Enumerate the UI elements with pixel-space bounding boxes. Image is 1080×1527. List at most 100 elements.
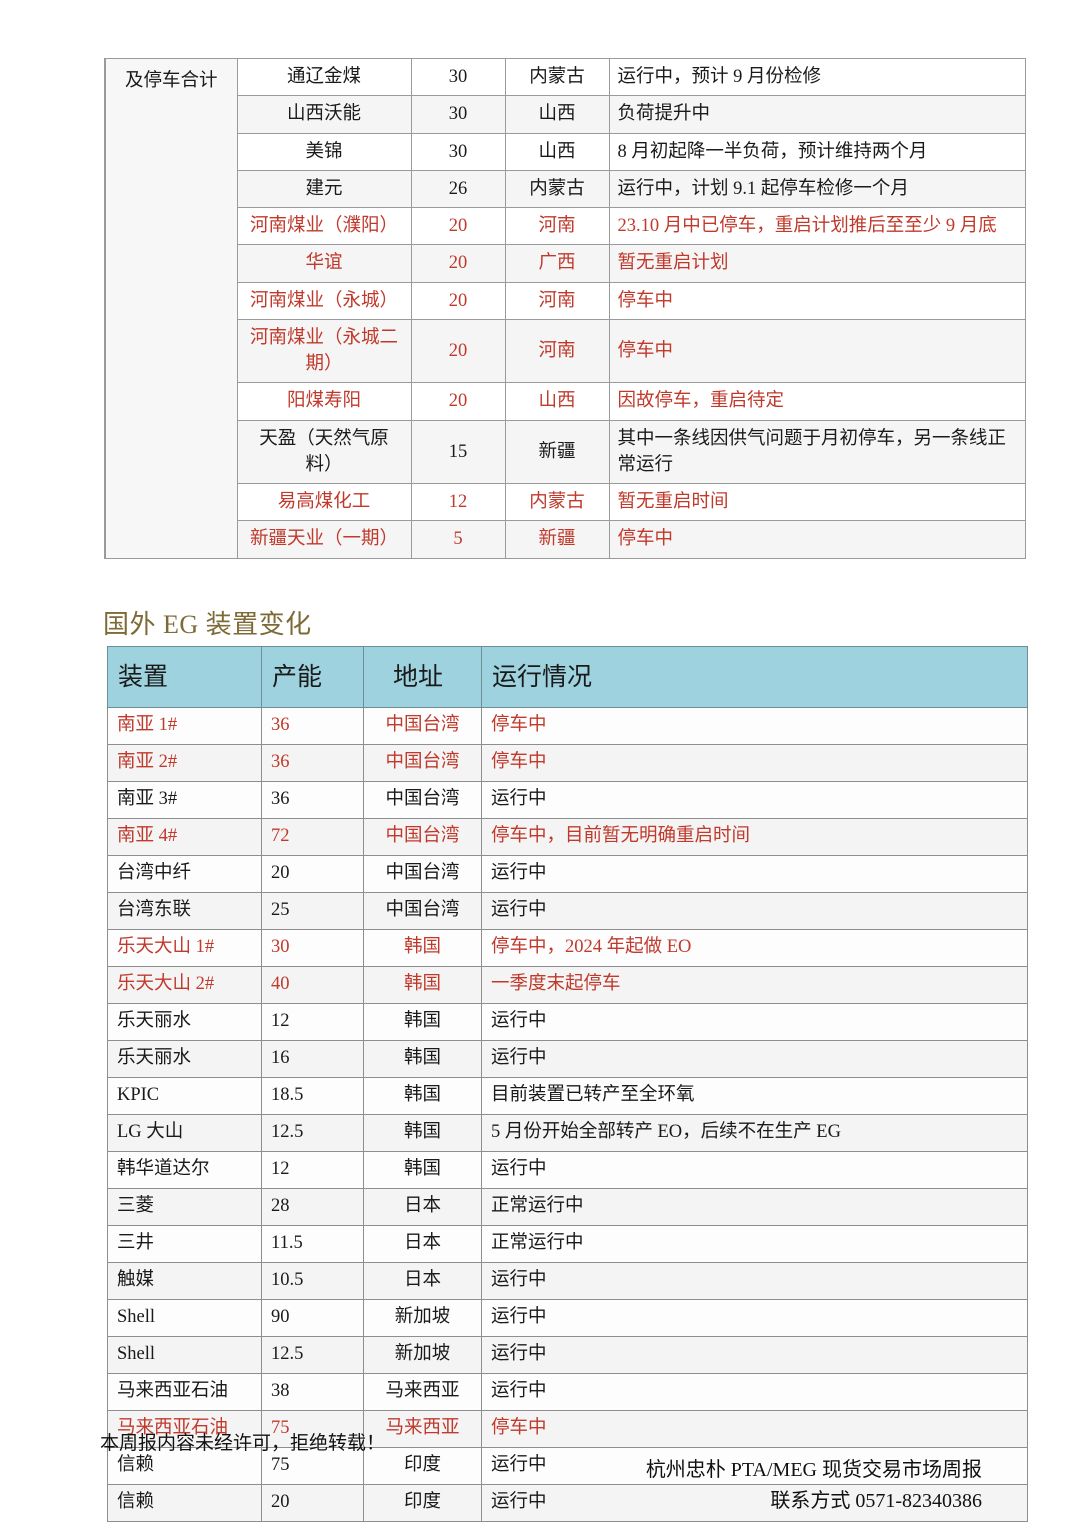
cell-unit: 韩华道达尔 bbox=[107, 1151, 262, 1189]
overseas-eg-table: 装置 产能 地址 运行情况 南亚 1# 36 中国台湾 停车中 南亚 2# 36 中国台湾停… bbox=[107, 646, 1028, 1522]
cell-location: 中国台湾 bbox=[363, 744, 482, 782]
cell-unit: 乐天丽水 bbox=[107, 1040, 262, 1078]
cell-capacity: 12 bbox=[410, 483, 506, 522]
cell-status: 运行中 bbox=[481, 1262, 1028, 1300]
overseas-eg-table-wrapper: 装置 产能 地址 运行情况 南亚 1# 36 中国台湾 停车中 南亚 2# 36 中国台湾停… bbox=[107, 646, 1028, 1522]
cell-location: 新加坡 bbox=[363, 1299, 482, 1337]
cell-location: 广西 bbox=[504, 244, 610, 283]
cell-capacity: 26 bbox=[410, 169, 506, 209]
cell-status: 其中一条线因供气问题于月初停车，另一条线正常运行 bbox=[608, 419, 1026, 485]
cell-location: 韩国 bbox=[363, 1077, 482, 1115]
cell-location: 中国台湾 bbox=[363, 818, 482, 856]
cell-unit: 建元 bbox=[236, 169, 412, 209]
section-title-overseas-eg: 国外 EG 装置变化 bbox=[103, 610, 312, 639]
cell-capacity: 12.5 bbox=[261, 1114, 364, 1152]
cell-location: 中国台湾 bbox=[363, 781, 482, 819]
cell-capacity: 30 bbox=[410, 132, 506, 171]
cell-status: 23.10 月中已停车，重启计划推后至至少 9 月底 bbox=[608, 207, 1026, 246]
cell-unit: 华谊 bbox=[236, 244, 412, 283]
table-row: 乐天大山 2# 40 韩国 一季度末起停车 bbox=[107, 966, 1028, 1004]
copyright-notice: 本周报内容未经许可，拒绝转载！ bbox=[100, 1433, 386, 1454]
cell-status: 运行中 bbox=[481, 1151, 1028, 1189]
table-row: 及停车合计 通辽金煤 30 内蒙古 运行中，预计 9 月份检修 bbox=[104, 57, 1026, 559]
cell-unit: 河南煤业（永城二期） bbox=[236, 318, 412, 384]
cell-status: 运行中 bbox=[481, 1484, 1028, 1522]
cell-status: 停车中 bbox=[608, 281, 1026, 320]
cell-capacity: 15 bbox=[410, 419, 506, 485]
cell-location: 韩国 bbox=[363, 1114, 482, 1152]
cell-capacity: 75 bbox=[261, 1447, 364, 1485]
cell-location: 山西 bbox=[504, 132, 610, 171]
row-group-label: 及停车合计 bbox=[104, 58, 238, 559]
cell-status: 停车中 bbox=[608, 318, 1026, 384]
table-row: 韩华道达尔 12 韩国 运行中 bbox=[107, 1151, 1028, 1189]
cell-unit: 台湾东联 bbox=[107, 892, 262, 930]
table-row: LG 大山 12.5 韩国 5 月份开始全部转产 EO，后续不在生产 EG bbox=[107, 1114, 1028, 1152]
cell-capacity: 28 bbox=[261, 1188, 364, 1226]
table-row: 华谊 20 广西 暂无重启计划 bbox=[105, 244, 1026, 283]
cell-capacity: 20 bbox=[410, 382, 506, 421]
table-row: 信赖 20 印度 运行中 bbox=[107, 1484, 1028, 1522]
table-row: 乐天丽水 12 韩国 运行中 bbox=[107, 1003, 1028, 1041]
cell-unit: 易高煤化工 bbox=[236, 483, 412, 522]
cell-location: 中国台湾 bbox=[363, 707, 482, 745]
cell-unit: 南亚 4# bbox=[107, 818, 262, 856]
cell-location: 新疆 bbox=[504, 419, 610, 485]
cell-location: 山西 bbox=[504, 95, 610, 134]
cell-capacity: 30 bbox=[410, 95, 506, 134]
table-row: 新疆天业（一期） 5 新疆 停车中 bbox=[105, 520, 1026, 559]
cell-location: 山西 bbox=[504, 382, 610, 421]
cell-unit: KPIC bbox=[107, 1077, 262, 1115]
cell-unit: 通辽金煤 bbox=[236, 57, 412, 97]
column-header-capacity: 产能 bbox=[261, 646, 364, 708]
cell-location: 内蒙古 bbox=[504, 169, 610, 209]
cell-capacity: 20 bbox=[410, 281, 506, 320]
cell-unit: 乐天大山 2# bbox=[107, 966, 262, 1004]
cell-unit: 南亚 3# bbox=[107, 781, 262, 819]
table-row: 三菱 28 日本 正常运行中 bbox=[107, 1188, 1028, 1226]
cell-unit: 乐天大山 1# bbox=[107, 929, 262, 967]
cell-capacity: 72 bbox=[261, 818, 364, 856]
cell-status: 停车中 bbox=[481, 707, 1028, 745]
cell-status: 暂无重启时间 bbox=[608, 483, 1026, 522]
cell-unit: 乐天丽水 bbox=[107, 1003, 262, 1041]
cell-unit: Shell bbox=[107, 1299, 262, 1337]
domestic-eg-table-wrapper: 及停车合计 通辽金煤 30 内蒙古 运行中，预计 9 月份检修 山西沃能 30 山西 负荷提升中… bbox=[104, 57, 1026, 559]
table-row: 南亚 1# 36 中国台湾 停车中 bbox=[107, 707, 1028, 745]
cell-location: 内蒙古 bbox=[504, 57, 610, 97]
cell-location: 新加坡 bbox=[363, 1336, 482, 1374]
cell-capacity: 90 bbox=[261, 1299, 364, 1337]
cell-location: 内蒙古 bbox=[504, 483, 610, 522]
cell-location: 马来西亚 bbox=[363, 1373, 482, 1411]
cell-status: 停车中 bbox=[608, 520, 1026, 559]
table-row: 乐天丽水 16 韩国 运行中 bbox=[107, 1040, 1028, 1078]
cell-status: 一季度末起停车 bbox=[481, 966, 1028, 1004]
cell-location: 韩国 bbox=[363, 966, 482, 1004]
table-row: 马来西亚石油 75 马来西亚 停车中 bbox=[107, 1410, 1028, 1448]
domestic-eg-table: 及停车合计 通辽金煤 30 内蒙古 运行中，预计 9 月份检修 山西沃能 30 山西 负荷提升中… bbox=[104, 57, 1026, 559]
footer-publisher-block: 杭州忠朴 PTA/MEG 现货交易市场周报 联系方式 0571-82340386 bbox=[646, 1455, 982, 1517]
cell-unit: Shell bbox=[107, 1336, 262, 1374]
cell-status: 暂无重启计划 bbox=[608, 244, 1026, 283]
column-header-location: 地址 bbox=[363, 646, 482, 708]
cell-location: 河南 bbox=[504, 207, 610, 246]
table-row: 台湾中纤 20 中国台湾 运行中 bbox=[107, 855, 1028, 893]
cell-unit: 三井 bbox=[107, 1225, 262, 1263]
cell-status: 负荷提升中 bbox=[608, 95, 1026, 134]
cell-location: 日本 bbox=[363, 1188, 482, 1226]
cell-capacity: 16 bbox=[261, 1040, 364, 1078]
cell-unit: 信赖 bbox=[107, 1447, 262, 1485]
cell-capacity: 30 bbox=[261, 929, 364, 967]
cell-unit: 山西沃能 bbox=[236, 95, 412, 134]
cell-capacity: 12 bbox=[261, 1003, 364, 1041]
table-row: 建元 26 内蒙古 运行中，计划 9.1 起停车检修一个月 bbox=[105, 169, 1026, 209]
cell-status: 5 月份开始全部转产 EO，后续不在生产 EG bbox=[481, 1114, 1028, 1152]
cell-location: 韩国 bbox=[363, 1151, 482, 1189]
cell-status: 运行中 bbox=[481, 1447, 1028, 1485]
cell-status: 正常运行中 bbox=[481, 1225, 1028, 1263]
cell-unit: 阳煤寿阳 bbox=[236, 382, 412, 421]
cell-status: 运行中 bbox=[481, 781, 1028, 819]
table-row: KPIC 18.5 韩国 目前装置已转产至全环氧 bbox=[107, 1077, 1028, 1115]
table-row: 河南煤业（濮阳） 20 河南 23.10 月中已停车，重启计划推后至至少 9 月底 bbox=[105, 207, 1026, 246]
